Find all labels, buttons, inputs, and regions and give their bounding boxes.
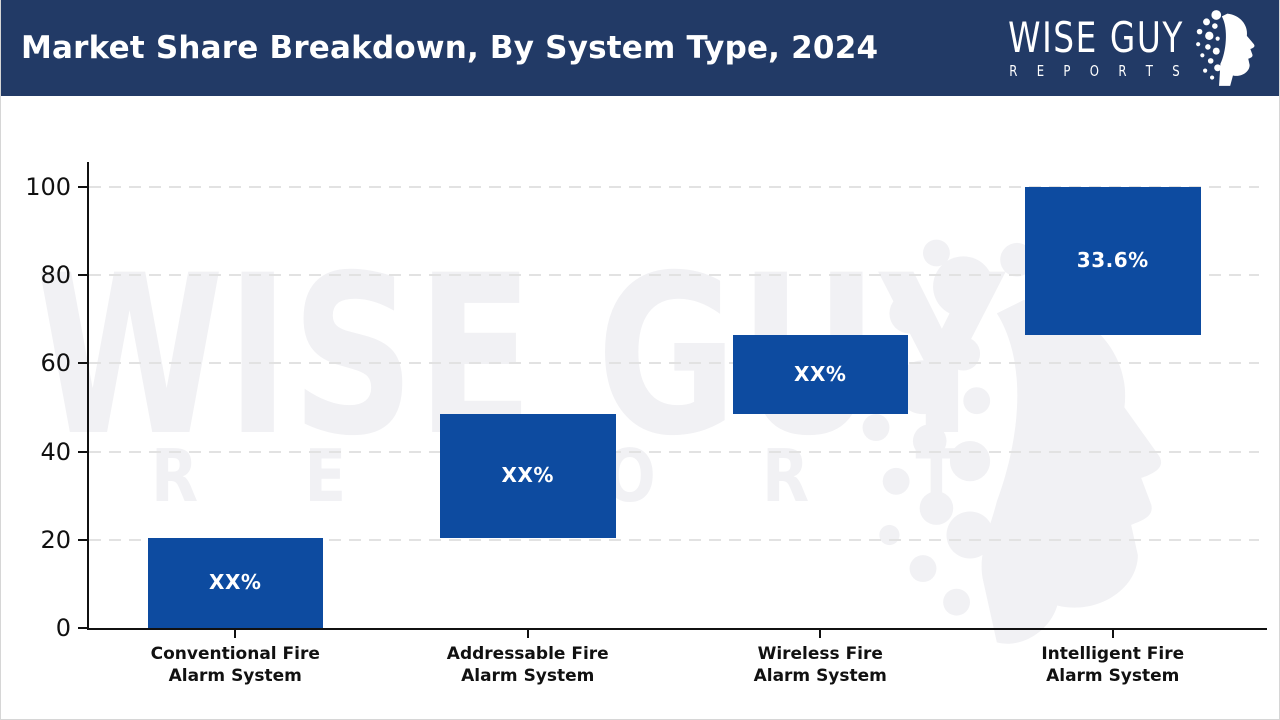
x-axis-tick [1111, 630, 1114, 638]
bar-segment [440, 414, 616, 538]
y-axis-tick-label: 60 [40, 349, 71, 378]
brand-subtitle: R E P O R T S [1008, 61, 1187, 80]
y-gridline [89, 450, 1259, 453]
x-axis-category-label: Addressable Fire Alarm System [446, 644, 609, 686]
y-gridline [89, 362, 1259, 365]
brand-logo: WISE GUY R E P O R T S [953, 8, 1263, 88]
y-axis-tick [78, 627, 87, 629]
y-axis-tick-label: 40 [40, 437, 71, 466]
y-gridline [89, 274, 1259, 277]
brand-face-icon [1196, 10, 1255, 86]
y-gridline [89, 186, 1259, 188]
y-axis-tick [78, 450, 87, 453]
x-axis-category-label: Intelligent Fire Alarm System [1041, 644, 1185, 686]
header: Market Share Breakdown, By System Type, … [1, 0, 1279, 96]
brand-name: WISE GUY [1007, 12, 1184, 62]
y-axis-line [87, 162, 89, 630]
x-axis-tick [234, 630, 237, 638]
y-axis-tick [78, 362, 87, 365]
bar-value-label: XX% [794, 361, 847, 386]
y-axis-tick [78, 186, 87, 188]
bar-value-label: XX% [209, 569, 262, 594]
y-axis-tick [78, 538, 87, 541]
y-axis-tick-label: 0 [55, 614, 71, 642]
bar-value-label: 33.6% [1076, 248, 1149, 273]
y-axis-tick-label: 100 [25, 173, 71, 201]
chart-body: WISE GUY R E P O R T S 0 20 40 60 80 100 XX% Co… [1, 96, 1279, 719]
y-axis-tick [78, 274, 87, 277]
chart-title: Market Share Breakdown, By System Type, … [21, 30, 879, 66]
y-axis-tick-label: 20 [40, 525, 71, 554]
brand-logo-text: WISE GUY R E P O R T S [1004, 12, 1187, 80]
x-axis-tick [526, 630, 529, 638]
x-axis-category-label: Wireless Fire Alarm System [753, 644, 887, 686]
bar-segment [732, 335, 908, 415]
bar-segment [1025, 187, 1201, 336]
x-axis-line [87, 628, 1267, 630]
y-axis-tick-label: 80 [40, 261, 71, 290]
bar-segment [147, 537, 323, 628]
x-axis-tick [819, 630, 822, 638]
y-gridline [89, 538, 1259, 541]
plot-area: 0 20 40 60 80 100 XX% Conventional Fire Alarm S… [1, 96, 1279, 719]
x-axis-category-label: Conventional Fire Alarm System [150, 644, 320, 686]
bar-value-label: XX% [501, 462, 554, 487]
